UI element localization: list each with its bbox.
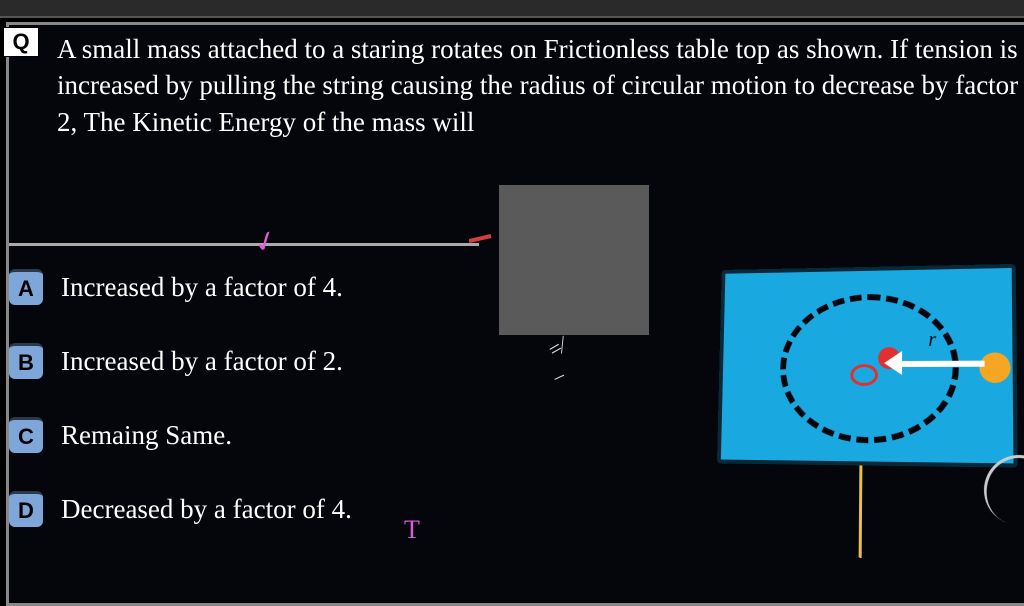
option-text: Increased by a factor of 2. — [61, 346, 343, 377]
option-c[interactable]: C Remaing Same. — [9, 417, 529, 453]
window-top-bar — [0, 0, 1024, 18]
question-frame: Q A small mass attached to a staring rot… — [6, 22, 1024, 606]
option-a[interactable]: A Increased by a factor of 4. — [9, 269, 529, 305]
option-badge: B — [9, 343, 43, 379]
option-letter: B — [18, 350, 34, 376]
red-tick-mark — [469, 233, 499, 249]
option-letter: A — [18, 276, 34, 302]
chalk-annotation-1: =⁄ — [544, 333, 571, 364]
diagram-radius-label: r — [928, 329, 936, 352]
option-text: Remaing Same. — [61, 420, 232, 451]
diagram-outer-mass — [979, 352, 1010, 383]
pink-annotation-1: ✓ — [249, 222, 283, 262]
diagram-table-top: r — [717, 264, 1018, 468]
option-text: Increased by a factor of 4. — [61, 272, 343, 303]
chalk-annotation-2: – — [550, 364, 569, 389]
question-badge-letter: Q — [12, 29, 29, 55]
diagram-arrow-head — [884, 351, 902, 375]
diagram-center-hole — [850, 364, 878, 386]
options-list: A Increased by a factor of 4. B Increase… — [9, 269, 529, 565]
option-badge: A — [9, 269, 43, 305]
physics-diagram: r — [716, 264, 1024, 510]
option-letter: D — [18, 498, 34, 524]
diagram-hanging-string — [859, 465, 863, 557]
option-letter: C — [18, 424, 34, 450]
option-badge: C — [9, 417, 43, 453]
option-b[interactable]: B Increased by a factor of 2. — [9, 343, 529, 379]
question-text: A small mass attached to a staring rotat… — [57, 31, 1024, 140]
option-text: Decreased by a factor of 4. — [61, 494, 352, 525]
divider-line — [9, 243, 479, 246]
diagram-arrow-shaft — [893, 361, 985, 367]
option-d[interactable]: D Decreased by a factor of 4. — [9, 491, 529, 527]
option-badge: D — [9, 491, 43, 527]
question-badge: Q — [3, 27, 39, 57]
